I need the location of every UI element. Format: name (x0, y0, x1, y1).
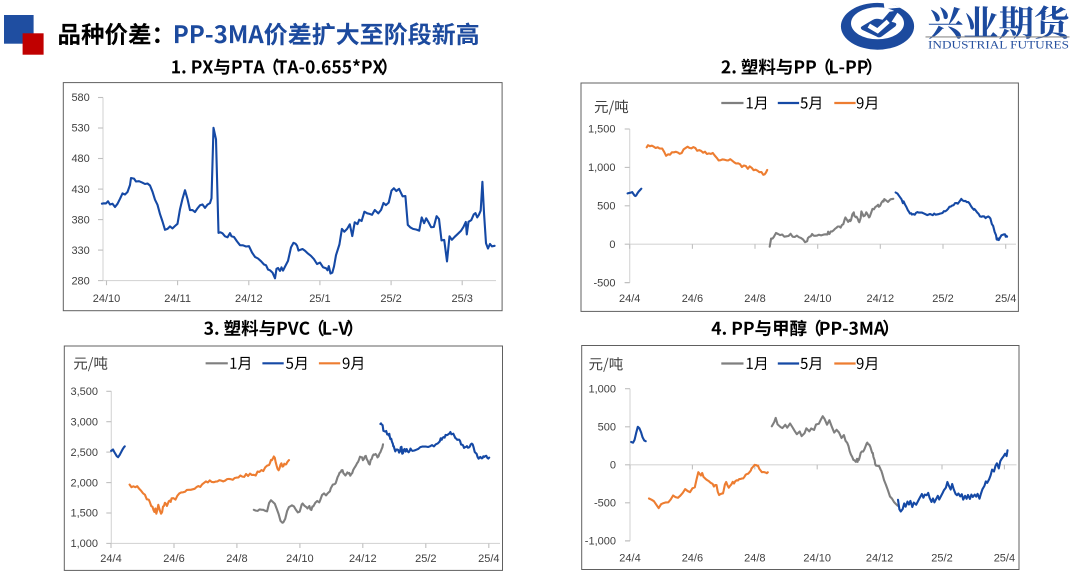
svg-text:24/12: 24/12 (867, 293, 895, 305)
svg-text:580: 580 (71, 92, 89, 104)
svg-text:24/12: 24/12 (349, 553, 377, 565)
svg-text:24/8: 24/8 (226, 553, 247, 565)
svg-text:24/4: 24/4 (100, 553, 121, 565)
svg-text:500: 500 (598, 421, 616, 433)
svg-text:430: 430 (71, 184, 89, 196)
svg-text:-500: -500 (593, 277, 615, 289)
svg-text:2,500: 2,500 (70, 447, 98, 459)
svg-text:24/4: 24/4 (619, 293, 640, 305)
svg-text:330: 330 (71, 245, 89, 257)
svg-text:480: 480 (71, 153, 89, 165)
svg-text:1,000: 1,000 (588, 383, 616, 395)
svg-text:25/4: 25/4 (994, 553, 1015, 565)
svg-text:24/10: 24/10 (803, 553, 831, 565)
svg-text:24/11: 24/11 (164, 293, 191, 305)
svg-text:24/8: 24/8 (744, 293, 765, 305)
svg-text:500: 500 (597, 201, 615, 213)
svg-text:24/12: 24/12 (235, 293, 263, 305)
svg-text:25/2: 25/2 (415, 553, 436, 565)
svg-text:24/12: 24/12 (866, 553, 894, 565)
svg-text:1,500: 1,500 (70, 508, 98, 520)
svg-text:3,000: 3,000 (70, 416, 98, 428)
svg-text:3,500: 3,500 (70, 386, 98, 398)
svg-text:1,000: 1,000 (588, 162, 616, 174)
svg-text:25/1: 25/1 (309, 293, 330, 305)
svg-text:25/3: 25/3 (451, 293, 472, 305)
svg-text:380: 380 (71, 214, 89, 226)
svg-text:25/4: 25/4 (995, 293, 1016, 305)
svg-text:24/6: 24/6 (682, 293, 703, 305)
svg-text:24/8: 24/8 (744, 553, 765, 565)
svg-text:1,500: 1,500 (588, 124, 616, 136)
svg-text:24/10: 24/10 (804, 293, 832, 305)
svg-text:-500: -500 (594, 498, 616, 510)
svg-text:2,000: 2,000 (70, 477, 98, 489)
svg-text:25/2: 25/2 (932, 293, 953, 305)
svg-text:INDUSTRIAL FUTURES: INDUSTRIAL FUTURES (928, 39, 1069, 52)
svg-text:0: 0 (609, 239, 615, 251)
svg-text:1,000: 1,000 (70, 538, 98, 550)
svg-text:530: 530 (71, 123, 89, 135)
svg-text:24/10: 24/10 (93, 293, 121, 305)
svg-text:24/6: 24/6 (163, 553, 184, 565)
svg-text:-1,000: -1,000 (585, 536, 616, 548)
svg-text:0: 0 (610, 460, 616, 472)
svg-text:280: 280 (71, 275, 89, 287)
svg-text:25/2: 25/2 (931, 553, 952, 565)
svg-text:25/4: 25/4 (478, 553, 499, 565)
svg-text:24/6: 24/6 (682, 553, 703, 565)
svg-text:24/10: 24/10 (286, 553, 314, 565)
svg-text:24/4: 24/4 (619, 553, 640, 565)
svg-text:25/2: 25/2 (380, 293, 401, 305)
